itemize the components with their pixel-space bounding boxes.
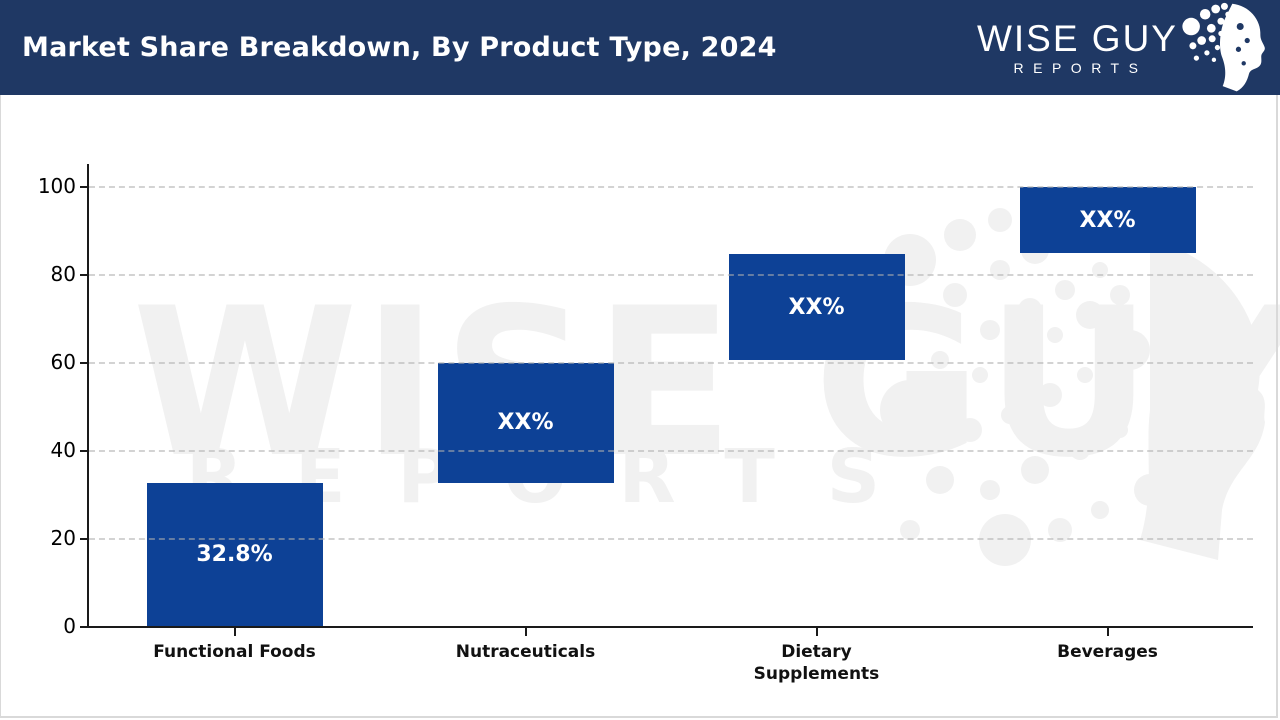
y-tick-mark [80, 538, 87, 540]
bar-nutraceuticals: XX% [437, 362, 614, 483]
x-tick-mark [1106, 628, 1109, 636]
logo-wordmark: WISE GUY [976, 17, 1178, 59]
y-tick-mark [80, 626, 87, 628]
bar-value-label: XX% [497, 410, 554, 436]
gridline [89, 538, 1253, 540]
y-tick-label: 80 [50, 262, 76, 286]
y-tick-label: 40 [50, 438, 76, 462]
y-tick-label: 100 [37, 174, 76, 198]
y-tick-mark [80, 274, 87, 276]
y-tick-mark [80, 186, 87, 188]
x-category-label: Dietary Supplements [753, 642, 880, 685]
x-axis-spine [87, 626, 1253, 628]
logo-text: WISE GUY REPORTS [977, 20, 1178, 76]
x-category-label: Nutraceuticals [455, 642, 596, 662]
header-bar: Market Share Breakdown, By Product Type,… [0, 0, 1280, 95]
gridline [89, 362, 1253, 364]
x-category-label: Functional Foods [153, 642, 316, 662]
y-tick-label: 0 [63, 614, 76, 638]
x-category-label: Beverages [1057, 642, 1158, 662]
y-tick-label: 60 [50, 350, 76, 374]
y-axis-spine [87, 164, 89, 628]
bar-value-label: XX% [1079, 207, 1136, 233]
y-tick-mark [80, 450, 87, 452]
watermark-face-dots [880, 202, 1265, 566]
gridline [89, 274, 1253, 276]
wiseguy-logo: WISE GUY REPORTS [977, 2, 1280, 94]
bar-dietary-supplements: XX% [728, 254, 905, 361]
x-tick-mark [524, 628, 527, 636]
bar-functional-foods: 32.8% [146, 482, 323, 627]
bar-value-label: 32.8% [196, 542, 273, 568]
face-logo-icon [1182, 2, 1265, 91]
y-tick-label: 20 [50, 526, 76, 550]
bar-value-label: XX% [788, 294, 845, 320]
logo-subtitle: REPORTS [1013, 59, 1148, 76]
gridline [89, 450, 1253, 452]
chart-title: Market Share Breakdown, By Product Type,… [22, 32, 777, 63]
x-tick-mark [233, 628, 236, 636]
gridline [89, 186, 1253, 188]
y-tick-mark [80, 362, 87, 364]
x-tick-mark [815, 628, 818, 636]
bar-beverages: XX% [1019, 187, 1196, 254]
